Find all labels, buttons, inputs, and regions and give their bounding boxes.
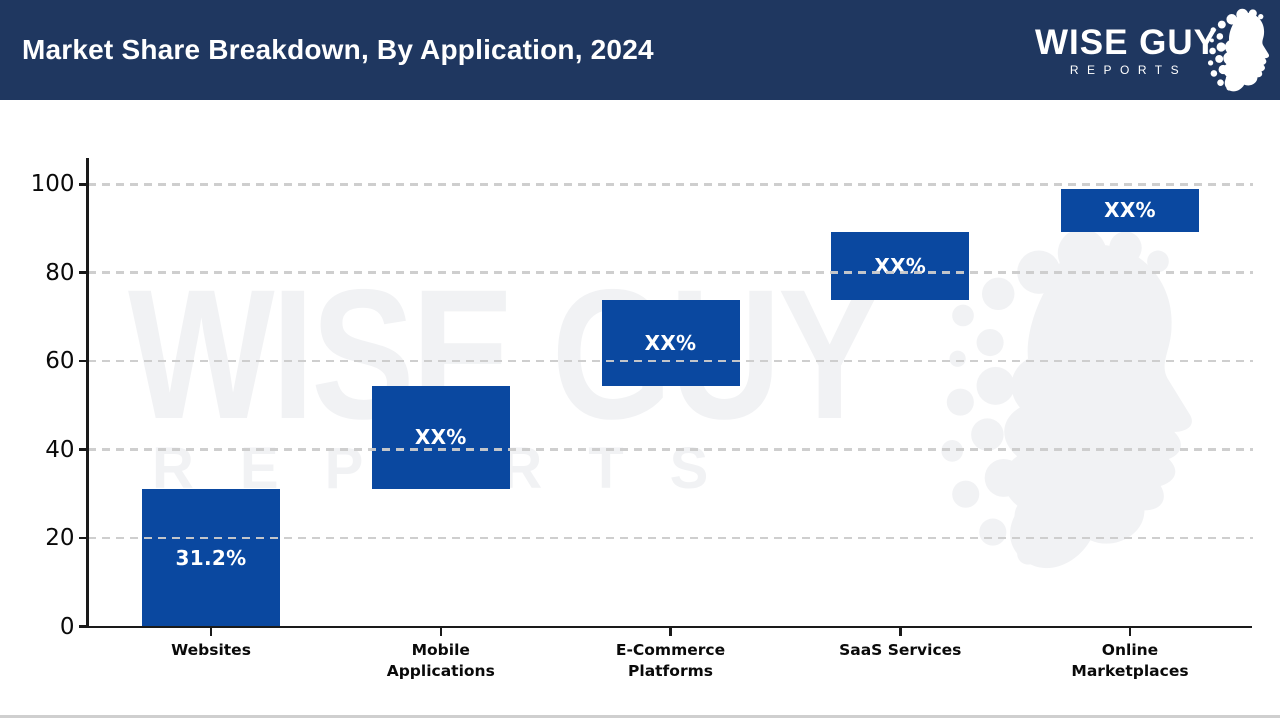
y-axis-line [86,158,89,628]
bar-value-label: XX% [1104,198,1156,223]
x-axis-tick [899,627,902,636]
footer-divider [0,715,1280,718]
y-axis-tick-label: 60 [45,348,75,375]
category-label-line: SaaS Services [839,641,962,659]
bar-websites: 31.2% [142,488,280,627]
bar-e-commerce-platforms: XX% [601,299,740,386]
bar-value-label: XX% [644,330,697,355]
gridline-40 [87,448,1253,451]
page-title: Market Share Breakdown, By Application, … [22,34,654,65]
gridline-60 [87,359,1253,363]
category-label-websites: Websites [101,640,321,661]
y-axis-tick [78,448,88,451]
y-axis-tick [78,183,88,186]
category-label-line: Applications [386,661,495,680]
logo-wordmark: WISE GUY [1034,22,1218,62]
bar-online-marketplaces: XX% [1061,188,1199,233]
bar-mobile-applications: XX% [371,385,510,489]
x-axis-tick [209,627,213,636]
gridline-80 [87,271,1253,274]
y-axis-tick-label: 0 [59,613,75,640]
gridline-100 [87,183,1253,186]
x-axis-line [86,625,1252,628]
x-axis-tick [439,627,442,636]
bar-value-label: 31.2% [175,545,247,570]
bar-value-label: XX% [414,425,467,450]
y-axis-tick-label: 100 [30,171,75,198]
bar-saas-services: XX% [831,232,970,300]
logo-subtext: REPORTS [1069,62,1188,77]
y-axis-tick [78,359,88,363]
y-axis-tick-label: 80 [45,259,75,286]
category-label-line: Websites [171,641,251,659]
y-axis-tick-label: 20 [45,525,75,552]
y-axis-tick [78,271,88,274]
category-label-line: E-Commerce [615,641,726,659]
category-label-online-marketplaces: Online Marketplaces [1020,640,1240,682]
logo-text: WISE GUY REPORTS [1035,25,1218,76]
y-axis-tick-label: 40 [45,436,75,463]
category-label-mobile-applications: Mobile Applications [331,640,551,682]
y-axis-tick [78,625,88,628]
y-axis-tick [78,536,88,540]
gridline-20 [87,536,1253,540]
category-label-line: Platforms [628,661,713,680]
header: Market Share Breakdown, By Application, … [0,0,1280,100]
x-axis-tick [669,627,672,636]
category-label-line: Mobile [411,641,470,659]
category-label-e-commerce-platforms: E-Commerce Platforms [561,640,781,682]
category-label-line: Marketplaces [1071,661,1189,680]
wise-guy-logo: WISE GUY REPORTS [1035,0,1270,100]
x-axis-tick [1128,627,1132,636]
category-label-saas-services: SaaS Services [790,640,1010,661]
logo-face-icon [1204,6,1270,92]
category-label-line: Online [1101,641,1159,659]
bar-value-label: XX% [874,253,927,278]
